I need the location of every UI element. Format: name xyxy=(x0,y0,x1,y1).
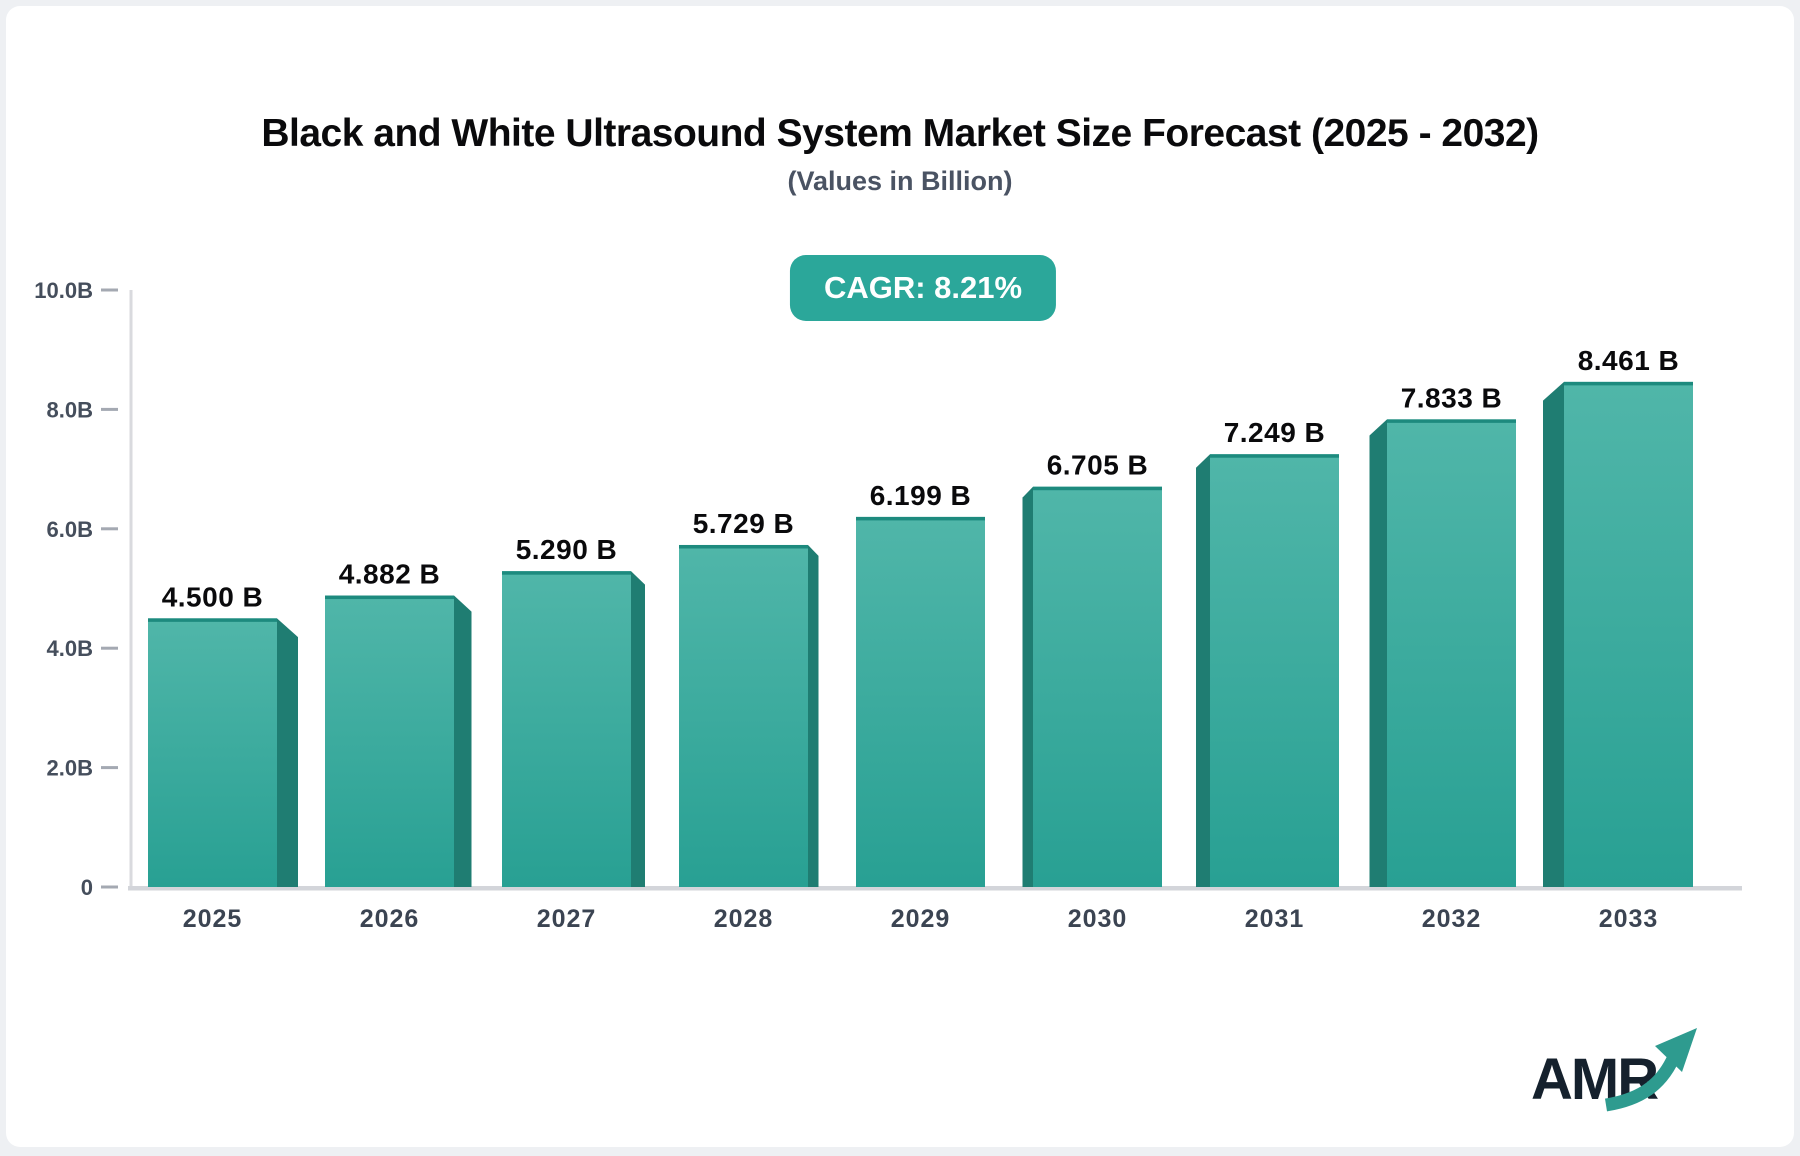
y-axis-label: 6.0B xyxy=(47,517,93,542)
bar xyxy=(502,571,631,887)
bar-group: 6.199 B 2029 xyxy=(856,480,985,933)
y-axis-label: 10.0B xyxy=(34,278,93,303)
bar-side-face xyxy=(1369,419,1387,887)
bar xyxy=(679,544,808,887)
bar-top-edge xyxy=(679,544,808,549)
x-axis-label: 2029 xyxy=(891,905,951,933)
bar-group: 7.833 B 2032 xyxy=(1369,382,1516,933)
bar-value-label: 6.705 B xyxy=(1047,450,1149,481)
bar-group: 7.249 B 2031 xyxy=(1196,417,1339,933)
bar-top-edge xyxy=(1564,381,1693,386)
bar-group: 4.882 B 2026 xyxy=(325,559,472,933)
bar-top-edge xyxy=(1210,454,1339,458)
bar-group: 5.290 B 2027 xyxy=(502,534,645,933)
bar-value-label: 8.461 B xyxy=(1578,345,1680,376)
bar-side-face xyxy=(1196,454,1210,887)
bar xyxy=(325,595,454,887)
bar-top-edge xyxy=(148,618,277,622)
y-axis-tick xyxy=(101,407,118,411)
bar-group: 6.705 B 2030 xyxy=(1022,450,1162,933)
y-axis-label: 0 xyxy=(81,875,93,900)
y-axis-tick xyxy=(101,766,118,770)
bar-value-label: 7.249 B xyxy=(1224,417,1326,448)
y-axis-tick xyxy=(101,885,118,889)
bar-top-edge xyxy=(1387,419,1516,423)
bar-side-face xyxy=(631,571,645,887)
x-axis-label: 2026 xyxy=(360,905,420,933)
bar-group: 5.729 B 2028 xyxy=(679,508,819,933)
bar-top-edge xyxy=(856,516,985,521)
y-axis-label: 4.0B xyxy=(47,636,93,661)
cagr-badge: CAGR: 8.21% xyxy=(789,255,1057,321)
chart-subtitle: (Values in Billion) xyxy=(787,166,1013,196)
bar-top-edge xyxy=(325,595,454,600)
y-axis-tick xyxy=(101,527,118,531)
x-axis-line xyxy=(128,886,1742,891)
x-axis-label: 2033 xyxy=(1599,905,1659,933)
bar-value-label: 5.729 B xyxy=(693,508,795,539)
x-axis-label: 2031 xyxy=(1245,905,1305,933)
bar xyxy=(1033,486,1162,887)
y-axis-tick xyxy=(101,288,118,292)
bar-value-label: 7.833 B xyxy=(1401,382,1503,413)
x-axis-label: 2027 xyxy=(537,905,597,933)
bar xyxy=(1387,419,1516,887)
bar-value-label: 4.500 B xyxy=(162,581,264,612)
y-axis-label: 8.0B xyxy=(47,397,93,422)
bar xyxy=(1564,381,1693,887)
chart-title: Black and White Ultrasound System Market… xyxy=(261,112,1539,155)
x-axis-label: 2025 xyxy=(183,905,243,933)
bar-top-edge xyxy=(1033,486,1162,491)
bar-side-face xyxy=(808,544,819,887)
bar-side-face xyxy=(277,618,298,887)
bar xyxy=(1210,454,1339,887)
bar-value-label: 4.882 B xyxy=(339,559,441,590)
y-axis-label: 2.0B xyxy=(47,756,93,781)
bar-group: 4.500 B 2025 xyxy=(148,581,298,933)
bar-value-label: 5.290 B xyxy=(516,534,618,565)
y-axis-tick xyxy=(101,646,118,650)
bar xyxy=(148,618,277,887)
x-axis-label: 2030 xyxy=(1068,905,1128,933)
x-axis-label: 2032 xyxy=(1422,905,1482,933)
bar-side-face xyxy=(1022,486,1033,887)
bar-group: 8.461 B 2033 xyxy=(1543,345,1693,933)
bar-side-face xyxy=(1543,381,1564,887)
bar-top-edge xyxy=(502,571,631,575)
y-axis-line xyxy=(129,290,133,889)
bar xyxy=(856,516,985,887)
bar-side-face xyxy=(454,595,472,887)
x-axis-label: 2028 xyxy=(714,905,774,933)
bar-value-label: 6.199 B xyxy=(870,480,972,511)
